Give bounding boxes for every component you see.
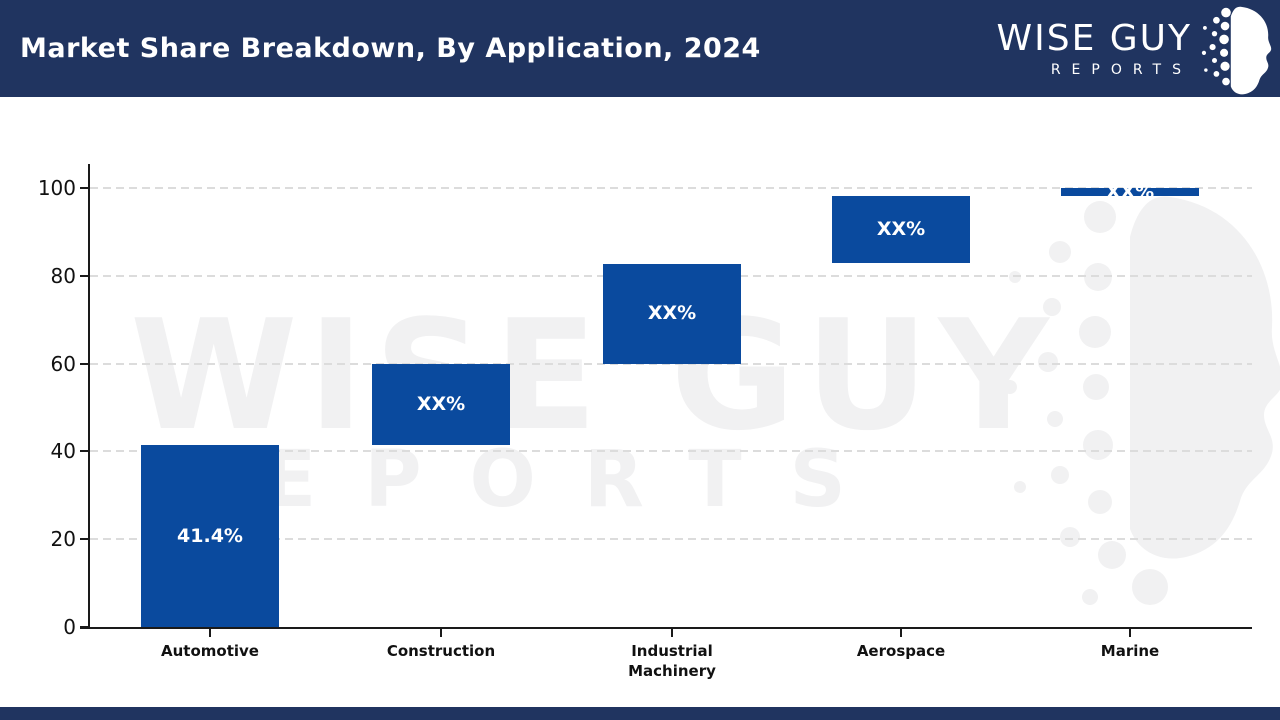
gridline-20 [90,538,1252,541]
bar-value-label: XX% [876,218,926,241]
x-label-aerospace: Aerospace [856,642,946,660]
bar-value-label: XX% [647,302,697,325]
x-tick-2 [671,629,673,637]
gridline-60 [90,362,1252,365]
y-tick-20 [80,538,88,541]
bar-construction: XX% [372,363,510,446]
x-label-automotive: Automotive [161,642,259,660]
y-tick-60 [80,362,88,365]
face-profile-icon [1201,6,1272,94]
brand-name: WISE GUY [996,17,1192,59]
x-label-marine: Marine [1100,642,1160,660]
y-tick-label-0: 0 [63,615,76,639]
page-title: Market Share Breakdown, By Application, … [20,33,761,64]
y-tick-label-100: 100 [37,176,76,200]
x-label-construction: Construction [386,642,496,660]
watermark-face-icon [1003,196,1280,605]
y-tick-80 [80,274,88,277]
x-tick-0 [209,629,211,637]
bar-value-label: XX% [416,392,466,415]
y-tick-100 [80,187,88,189]
bar-marine: XX% [1061,182,1199,201]
bar-automotive: 41.4% [141,445,279,627]
bar-value-label: XX% [1105,180,1155,203]
bar-aerospace: XX% [832,196,970,264]
footer-bar [0,707,1280,720]
y-tick-label-20: 20 [50,527,76,552]
x-tick-3 [900,629,902,637]
x-label-industrial-machinery: Industrial Machinery [628,642,716,681]
y-tick-label-40: 40 [50,439,76,464]
brand-subtitle: REPORTS [1050,61,1192,78]
y-tick-40 [80,450,88,453]
x-axis-line [80,627,1252,629]
x-tick-4 [1129,629,1131,637]
y-axis-line [88,164,90,629]
y-tick-label-60: 60 [50,351,76,376]
header-bar: Market Share Breakdown, By Application, … [0,0,1280,97]
gridline-40 [90,450,1252,453]
bar-industrial-machinery: XX% [603,263,741,364]
bar-value-label: 41.4% [177,524,243,547]
y-tick-label-80: 80 [50,263,76,288]
gridline-100 [90,187,1252,189]
watermark-name: WISE GUY [130,287,1059,464]
brand-logo: WISE GUY REPORTS [997,3,1275,95]
brand-wordmark: WISE GUY REPORTS [996,17,1193,78]
x-tick-1 [440,629,442,637]
